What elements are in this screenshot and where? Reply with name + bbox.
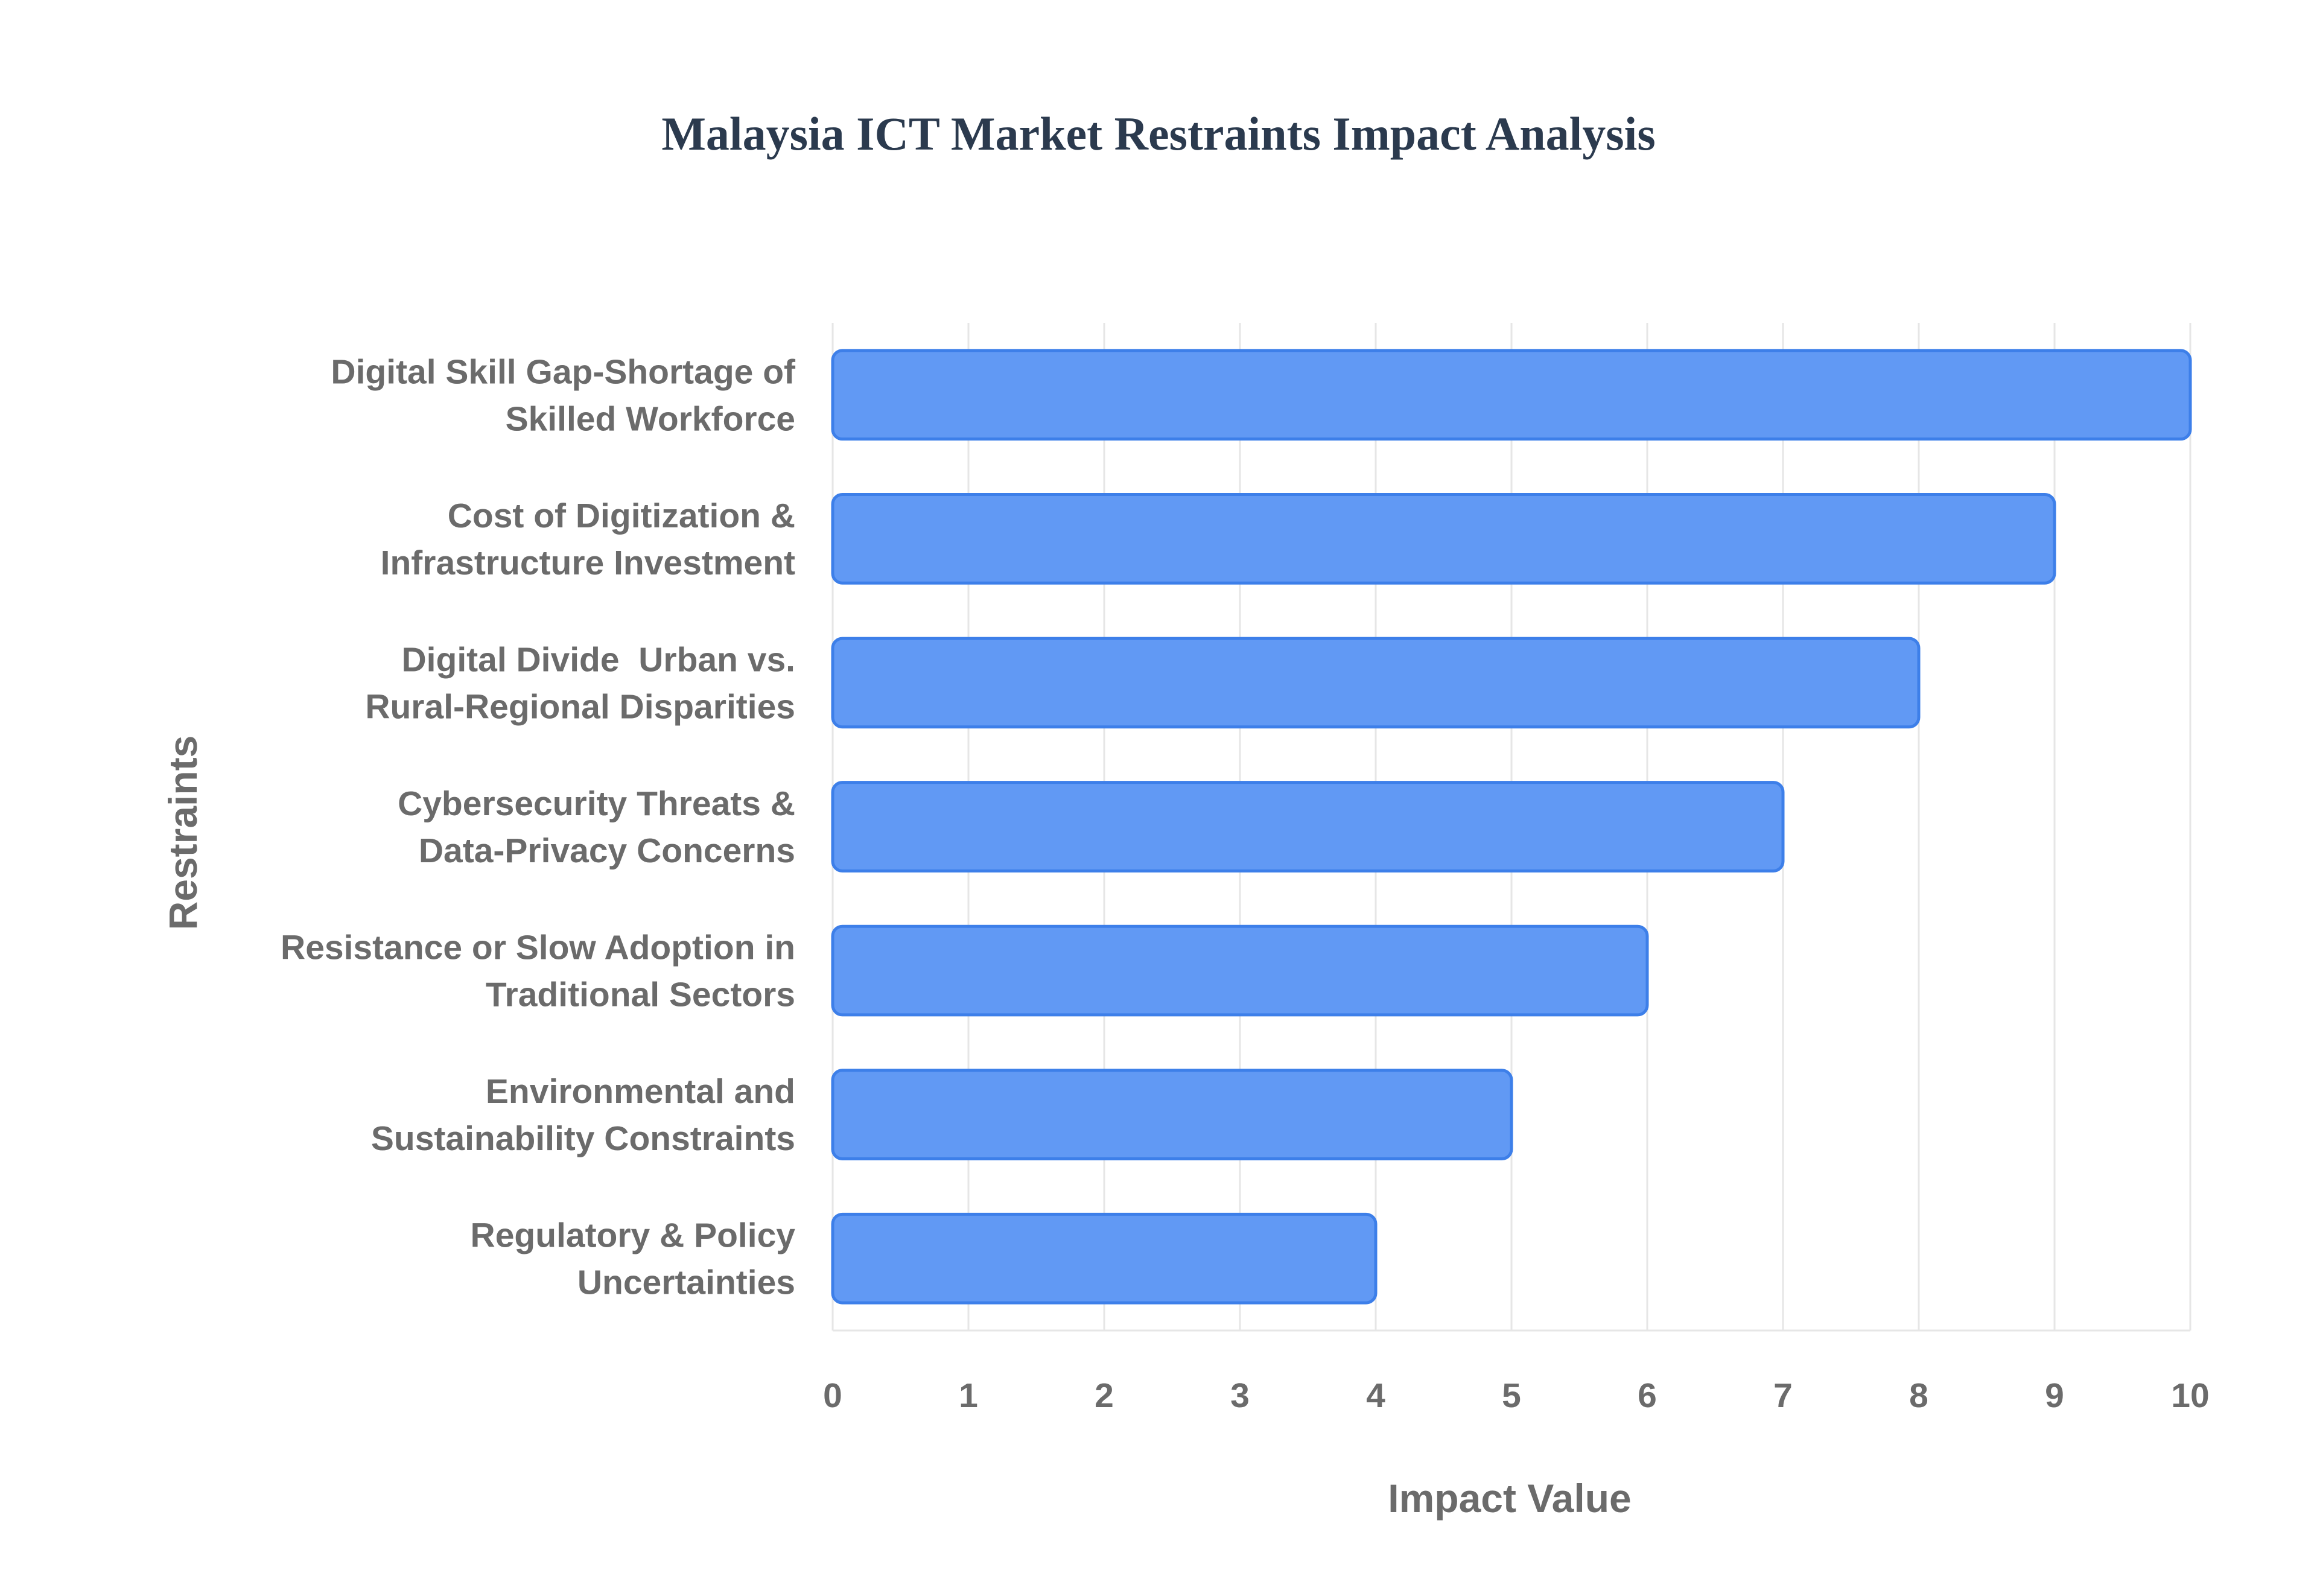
x-tick-label-8: 8 bbox=[1909, 1376, 1928, 1415]
category-label-3-line-0: Cybersecurity Threats & bbox=[398, 784, 795, 823]
x-tick-label-3: 3 bbox=[1230, 1376, 1250, 1415]
category-label-6-line-0: Regulatory & Policy bbox=[471, 1216, 796, 1255]
chart-title: Malaysia ICT Market Restraints Impact An… bbox=[661, 107, 1655, 160]
category-label-1-line-1: Infrastructure Investment bbox=[381, 544, 795, 582]
x-tick-label-1: 1 bbox=[959, 1376, 978, 1415]
x-tick-labels: 0 1 2 3 4 5 6 7 8 9 10 bbox=[823, 1376, 2210, 1415]
bars bbox=[831, 349, 2192, 1305]
x-tick-label-5: 5 bbox=[1502, 1376, 1521, 1415]
bar-6[interactable] bbox=[831, 1212, 1378, 1305]
category-label-4-line-1: Traditional Sectors bbox=[486, 976, 795, 1014]
category-label-5-line-1: Sustainability Constraints bbox=[371, 1119, 795, 1158]
category-label-2-line-0: Digital Divide Urban vs. bbox=[402, 640, 796, 679]
bar-4[interactable] bbox=[831, 924, 1649, 1017]
category-labels: Digital Skill Gap-Shortage of Skilled Wor… bbox=[281, 352, 796, 1302]
category-label-0-line-1: Skilled Workforce bbox=[506, 399, 795, 438]
x-tick-label-0: 0 bbox=[823, 1376, 842, 1415]
x-tick-label-4: 4 bbox=[1366, 1376, 1385, 1415]
bar-2[interactable] bbox=[831, 637, 1921, 729]
category-label-4-line-0: Resistance or Slow Adoption in bbox=[281, 929, 795, 967]
x-axis-title: Impact Value bbox=[1388, 1476, 1632, 1521]
bar-3[interactable] bbox=[831, 781, 1785, 873]
category-label-1-line-0: Cost of Digitization & bbox=[448, 497, 795, 535]
bar-1[interactable] bbox=[831, 492, 2056, 585]
category-label-0-line-0: Digital Skill Gap-Shortage of bbox=[331, 352, 796, 391]
category-label-2-line-1: Rural-Regional Disparities bbox=[365, 687, 795, 726]
x-tick-label-7: 7 bbox=[1773, 1376, 1793, 1415]
x-tick-label-6: 6 bbox=[1638, 1376, 1657, 1415]
x-tick-label-10: 10 bbox=[2171, 1376, 2209, 1415]
y-axis-title: Restraints bbox=[161, 736, 205, 930]
x-tick-label-9: 9 bbox=[2045, 1376, 2064, 1415]
category-label-5-line-0: Environmental and bbox=[486, 1072, 795, 1111]
category-label-3-line-1: Data-Privacy Concerns bbox=[419, 831, 795, 870]
x-tick-label-2: 2 bbox=[1095, 1376, 1114, 1415]
bar-0[interactable] bbox=[831, 349, 2192, 441]
category-label-6-line-1: Uncertainties bbox=[577, 1264, 795, 1302]
bar-5[interactable] bbox=[831, 1069, 1513, 1161]
